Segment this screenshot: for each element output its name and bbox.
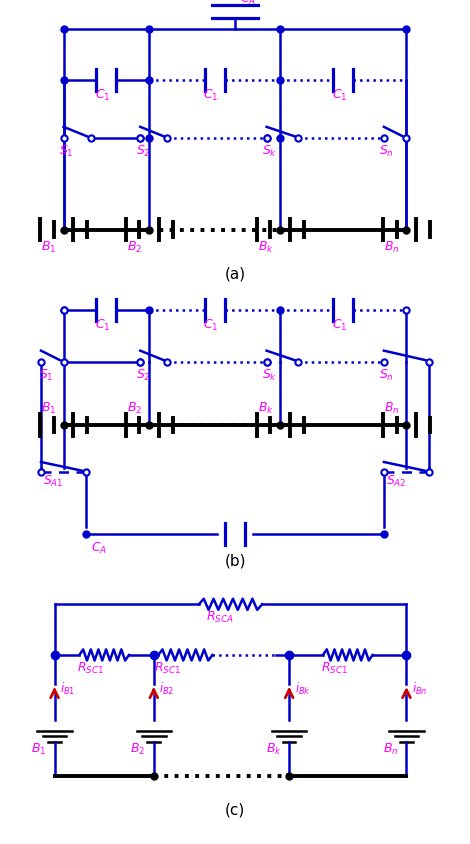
Text: $S_2$: $S_2$: [136, 144, 150, 159]
Text: $i_{B1}$: $i_{B1}$: [60, 681, 75, 697]
Text: $C_1$: $C_1$: [332, 317, 347, 333]
Text: $i_{Bk}$: $i_{Bk}$: [295, 681, 311, 697]
Text: $B_2$: $B_2$: [127, 240, 142, 255]
Text: $S_n$: $S_n$: [379, 144, 394, 159]
Text: $B_1$: $B_1$: [41, 240, 56, 255]
Text: $C_1$: $C_1$: [204, 88, 219, 103]
Text: $i_{B2}$: $i_{B2}$: [159, 681, 174, 697]
Text: $R_{SCA}$: $R_{SCA}$: [206, 609, 234, 625]
Text: $C_A$: $C_A$: [240, 0, 256, 7]
Text: $B_n$: $B_n$: [384, 401, 399, 416]
Text: $C_1$: $C_1$: [95, 88, 110, 103]
Text: $C_1$: $C_1$: [332, 88, 347, 103]
Text: $S_{A1}$: $S_{A1}$: [43, 474, 64, 489]
Text: $B_n$: $B_n$: [384, 240, 399, 255]
Text: $C_A$: $C_A$: [91, 541, 107, 556]
Text: $R_{SC1}$: $R_{SC1}$: [77, 660, 104, 675]
Text: $B_k$: $B_k$: [258, 401, 274, 416]
Text: $S_1$: $S_1$: [59, 144, 74, 159]
Text: $B_n$: $B_n$: [383, 741, 399, 756]
Text: $C_1$: $C_1$: [204, 317, 219, 333]
Text: $S_1$: $S_1$: [39, 368, 54, 383]
Text: $R_{SC1}$: $R_{SC1}$: [321, 660, 348, 675]
Text: $C_1$: $C_1$: [95, 317, 110, 333]
Text: $B_2$: $B_2$: [127, 401, 142, 416]
Text: $B_1$: $B_1$: [41, 401, 56, 416]
Text: $S_k$: $S_k$: [262, 144, 277, 159]
Text: $S_n$: $S_n$: [379, 368, 394, 383]
Text: $B_k$: $B_k$: [266, 741, 282, 756]
Text: $S_{A2}$: $S_{A2}$: [386, 474, 407, 489]
Text: $S_2$: $S_2$: [136, 368, 150, 383]
Text: (a): (a): [225, 267, 245, 281]
Text: $B_1$: $B_1$: [31, 741, 47, 756]
Text: $B_2$: $B_2$: [130, 741, 146, 756]
Text: (b): (b): [224, 554, 246, 568]
Text: (c): (c): [225, 803, 245, 818]
Text: $B_k$: $B_k$: [258, 240, 274, 255]
Text: $S_k$: $S_k$: [262, 368, 277, 383]
Text: $i_{Bn}$: $i_{Bn}$: [412, 681, 427, 697]
Text: $R_{SC1}$: $R_{SC1}$: [154, 660, 181, 675]
